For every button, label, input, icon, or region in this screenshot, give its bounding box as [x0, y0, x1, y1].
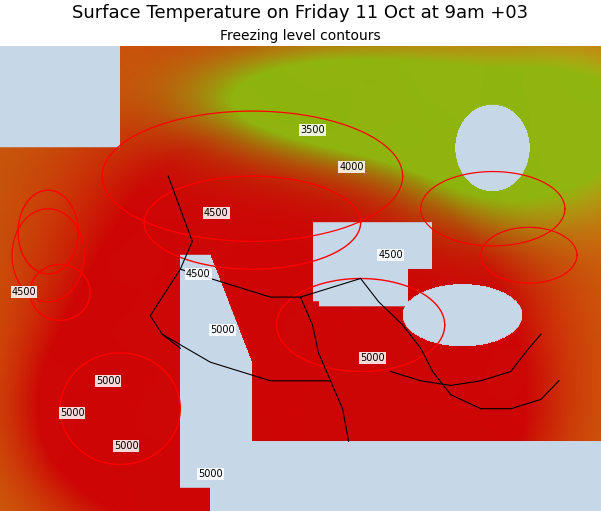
Text: 5000: 5000 [210, 324, 234, 335]
Text: 5000: 5000 [96, 376, 120, 386]
Text: 4500: 4500 [12, 288, 36, 297]
Text: 3500: 3500 [300, 125, 325, 135]
Text: Freezing level contours: Freezing level contours [220, 29, 381, 43]
Text: 4500: 4500 [204, 208, 228, 218]
Text: Surface Temperature on Friday 11 Oct at 9am +03: Surface Temperature on Friday 11 Oct at … [73, 4, 528, 22]
Text: 5000: 5000 [361, 353, 385, 362]
Text: 4000: 4000 [340, 162, 364, 172]
Text: 4500: 4500 [186, 269, 210, 279]
Text: 5000: 5000 [198, 469, 222, 479]
Text: 5000: 5000 [60, 408, 84, 419]
Text: 5000: 5000 [114, 441, 138, 451]
Text: 4500: 4500 [379, 250, 403, 260]
